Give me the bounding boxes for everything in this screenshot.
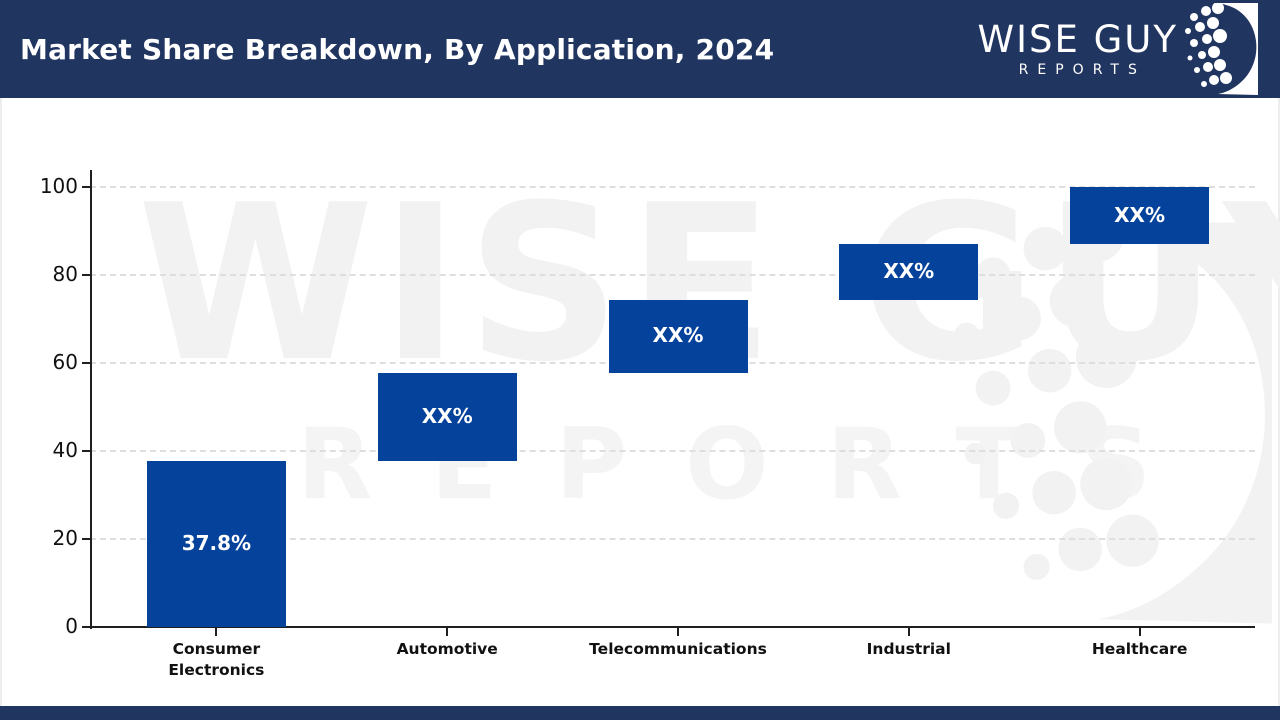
- logo-wordmark: WISE GUY REPORTS: [978, 21, 1178, 77]
- wise-guy-reports-logo: WISE GUY REPORTS: [978, 3, 1258, 95]
- x-axis-label-consumer-electronics: Consumer Electronics: [168, 640, 265, 679]
- bar-healthcare: [1070, 187, 1210, 245]
- bar-value-label-healthcare: XX%: [1114, 202, 1166, 227]
- y-tick-40: [82, 450, 90, 452]
- chart-canvas: WISE GUY REPORTS 0 20 40 60 80 100 37.8% Consum…: [0, 98, 1280, 706]
- x-tick-industrial: [907, 628, 910, 636]
- y-tick-100: [82, 186, 90, 188]
- bar-telecommunications: [608, 299, 748, 373]
- x-axis-line: [90, 626, 1255, 628]
- footer-bar: [0, 706, 1280, 720]
- y-tick-80: [82, 274, 90, 276]
- bar-value-label-automotive: XX%: [421, 403, 473, 428]
- bar-automotive: [377, 372, 517, 461]
- bar-industrial: [839, 244, 979, 300]
- bar-value-label-telecommunications: XX%: [652, 323, 704, 348]
- bar-value-label-industrial: XX%: [883, 258, 935, 283]
- gridline-80: [90, 274, 1255, 276]
- gridline-100: [90, 186, 1255, 188]
- x-tick-consumer-electronics: [215, 628, 218, 636]
- x-axis-label-industrial: Industrial: [866, 640, 951, 658]
- logo-wordmark-line1: WISE GUY: [977, 18, 1178, 61]
- y-tick-label-40: 40: [52, 438, 78, 462]
- y-tick-label-60: 60: [52, 350, 78, 374]
- x-tick-healthcare: [1138, 628, 1141, 636]
- x-axis-label-healthcare: Healthcare: [1091, 640, 1188, 658]
- header-bar: Market Share Breakdown, By Application, …: [0, 0, 1280, 98]
- x-axis-label-telecommunications: Telecommunications: [589, 640, 767, 658]
- y-tick-label-80: 80: [52, 262, 78, 286]
- x-tick-telecommunications: [677, 628, 679, 636]
- gridline-20: [90, 538, 1255, 540]
- y-tick-label-0: 0: [65, 614, 78, 638]
- y-tick-0: [82, 626, 90, 628]
- y-tick-label-20: 20: [52, 526, 78, 550]
- bar-consumer-electronics: [146, 460, 286, 627]
- y-tick-label-100: 100: [39, 174, 78, 198]
- x-axis-label-automotive: Automotive: [396, 640, 498, 658]
- x-tick-automotive: [446, 628, 449, 636]
- dotted-head-logo-icon: [1185, 3, 1258, 95]
- y-axis-line: [90, 170, 92, 629]
- bar-value-label-consumer-electronics: 37.8%: [181, 530, 252, 555]
- logo-wordmark-line2: REPORTS: [1018, 62, 1146, 78]
- y-tick-20: [82, 538, 90, 540]
- gridline-40: [90, 450, 1255, 452]
- y-tick-60: [82, 362, 90, 364]
- page-title: Market Share Breakdown, By Application, …: [20, 32, 775, 66]
